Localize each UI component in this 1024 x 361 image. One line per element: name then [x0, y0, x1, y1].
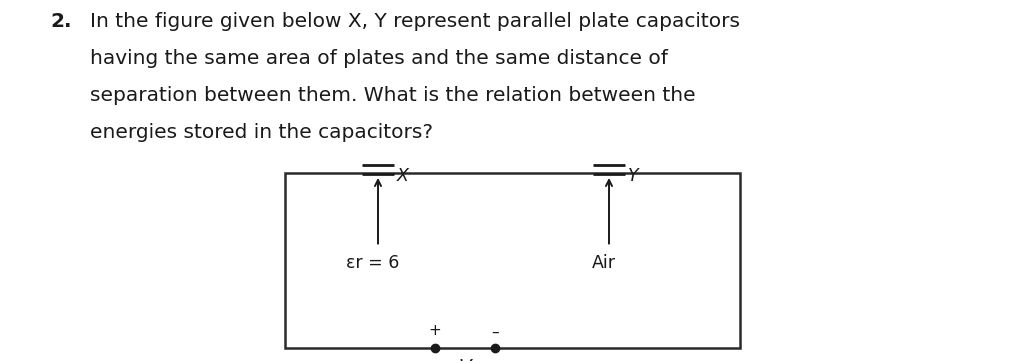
Text: εr = 6: εr = 6: [346, 255, 399, 273]
Bar: [285, 173, 740, 348]
Text: X: X: [397, 167, 409, 185]
Text: +: +: [429, 323, 441, 338]
Text: having the same area of plates and the same distance of: having the same area of plates and the s…: [90, 49, 668, 68]
Text: separation between them. What is the relation between the: separation between them. What is the rel…: [90, 86, 695, 105]
Text: 2.: 2.: [50, 12, 72, 31]
Text: energies stored in the capacitors?: energies stored in the capacitors?: [90, 123, 433, 142]
Text: Y: Y: [628, 167, 639, 185]
Text: Air: Air: [592, 255, 616, 273]
Text: –: –: [492, 325, 499, 340]
Text: In the figure given below X, Y represent parallel plate capacitors: In the figure given below X, Y represent…: [90, 12, 740, 31]
Text: V: V: [459, 358, 471, 361]
